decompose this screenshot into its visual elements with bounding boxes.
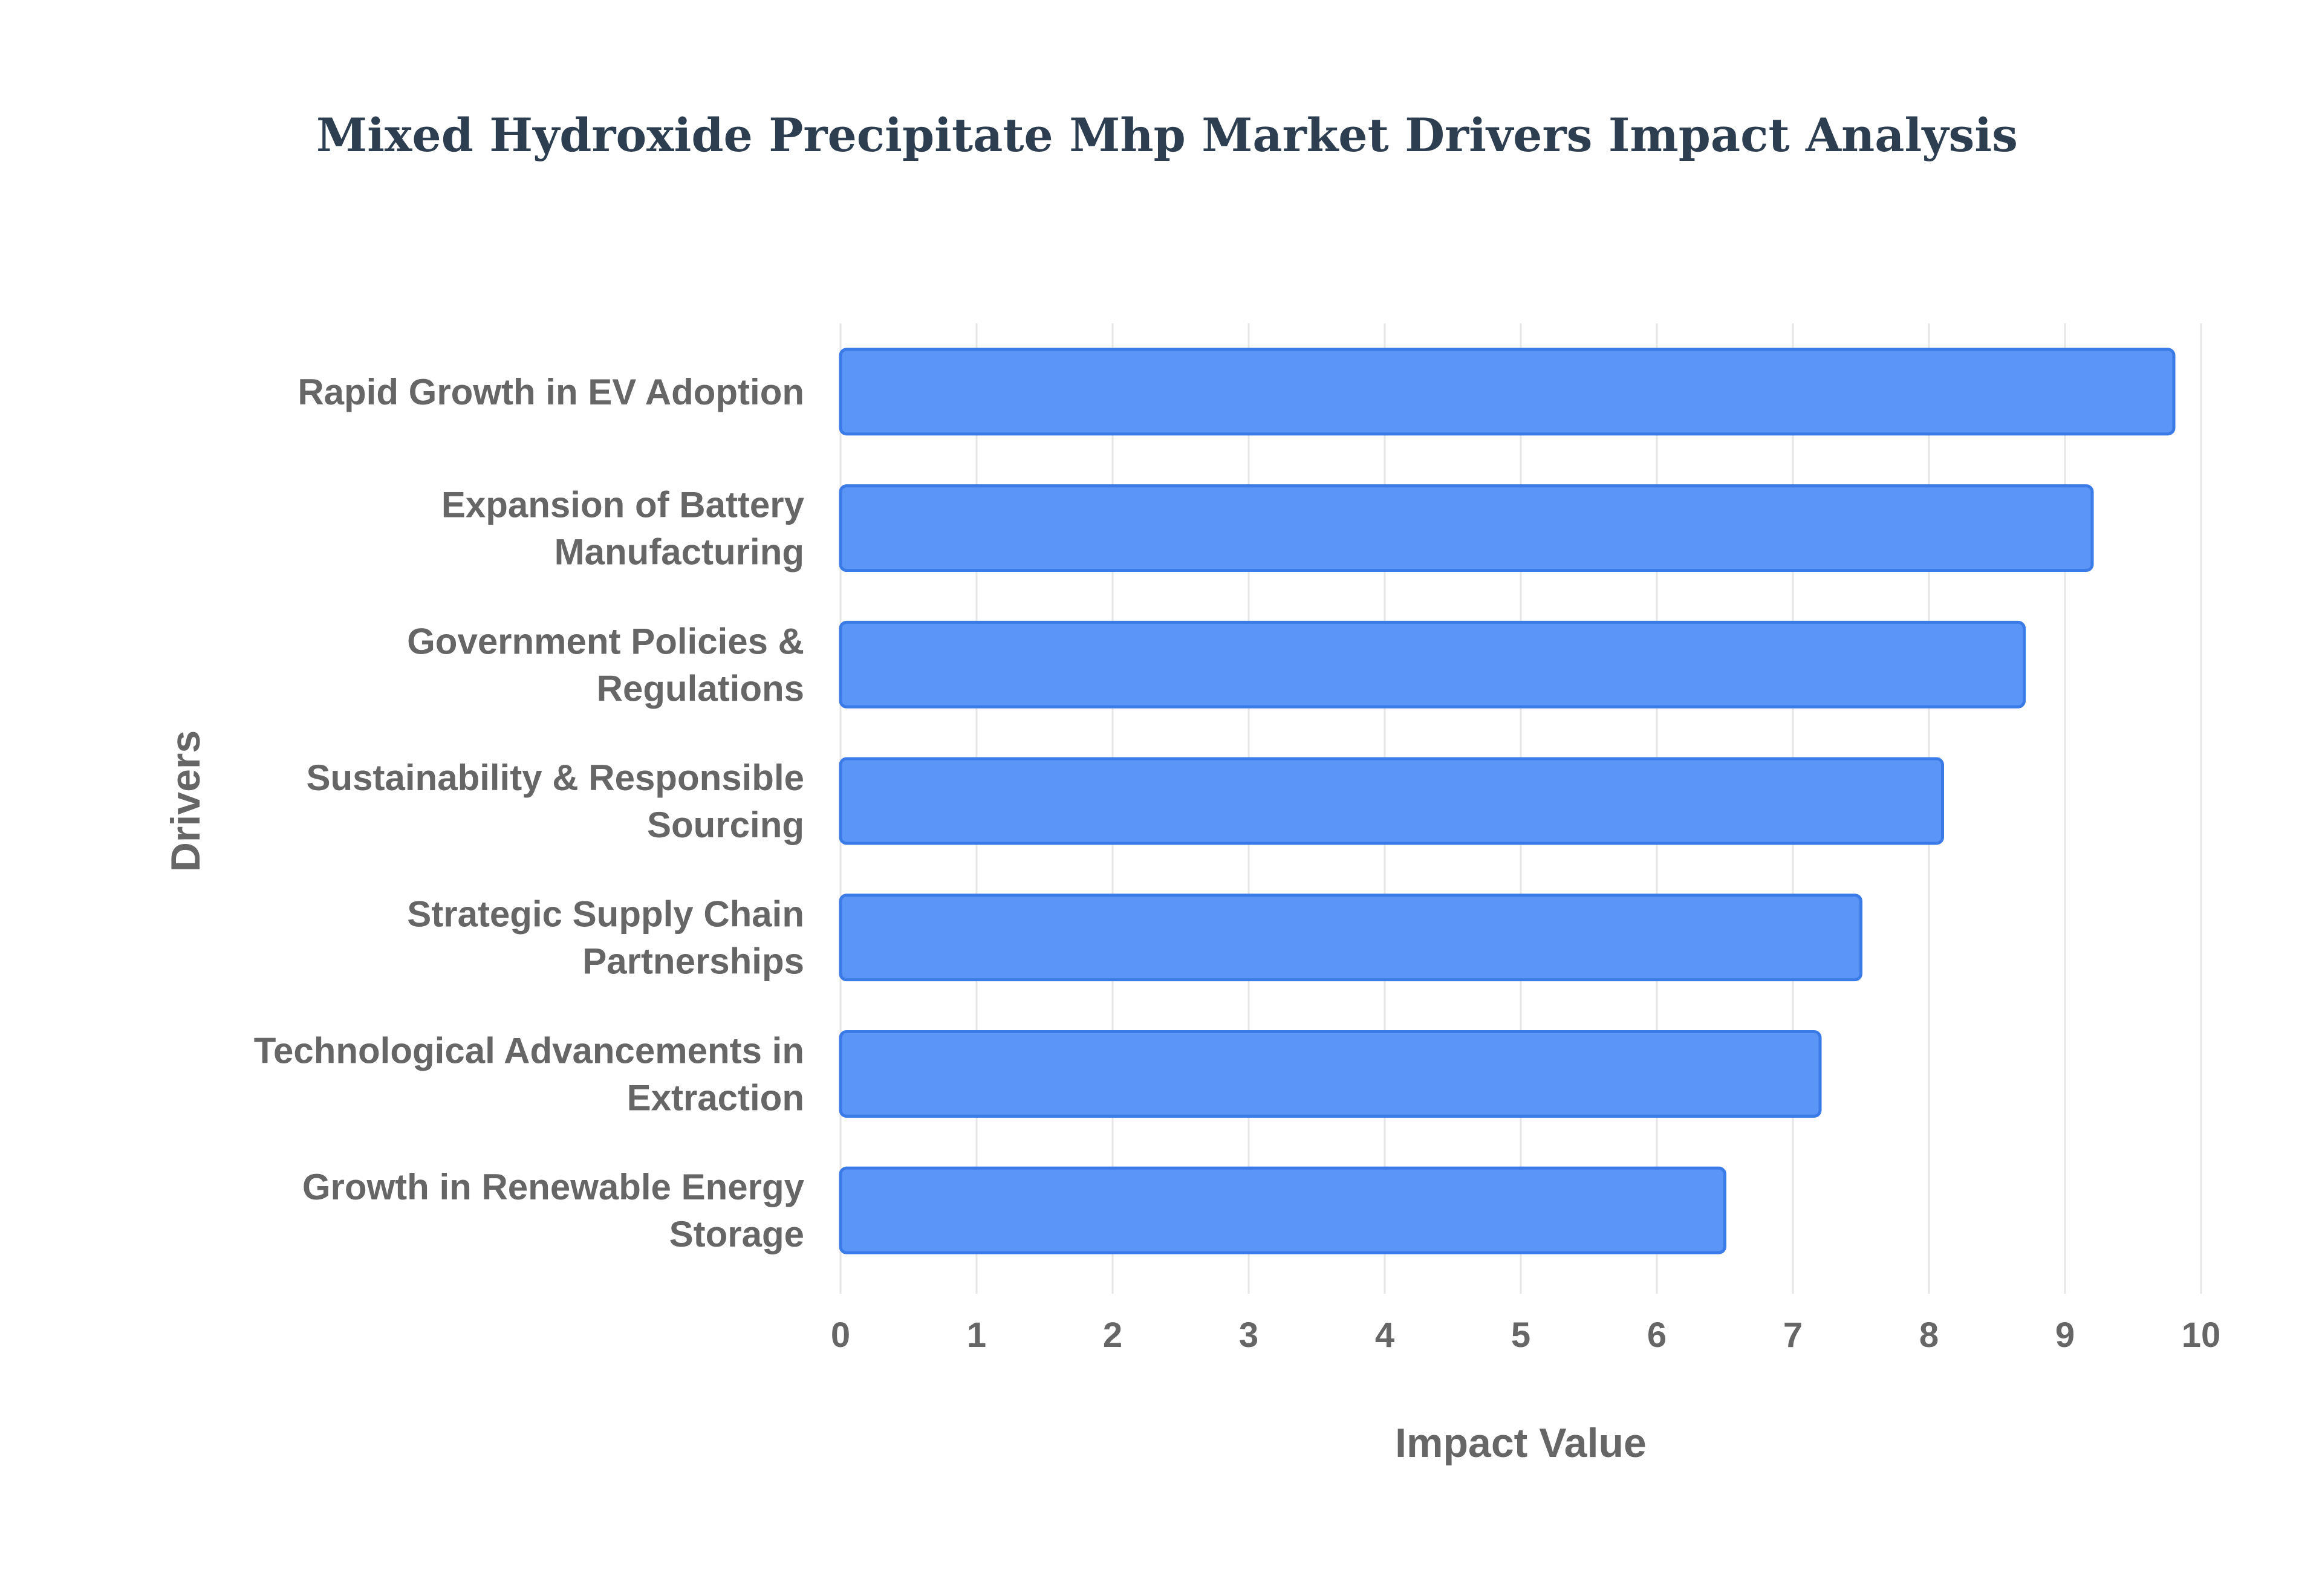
category-label: Strategic Supply Chain Partnerships xyxy=(407,894,804,982)
category-labels: Rapid Growth in EV Adoption Expansion of … xyxy=(254,372,805,1254)
x-tick-label: 6 xyxy=(1647,1315,1667,1355)
x-tick-label: 4 xyxy=(1375,1315,1394,1355)
x-tick-label: 7 xyxy=(1783,1315,1803,1355)
category-label-line: Technological Advancements in xyxy=(254,1030,804,1071)
category-label-line: Sustainability & Responsible xyxy=(306,757,804,798)
bar xyxy=(839,894,1862,982)
bar xyxy=(839,1166,1726,1254)
category-label-line: Strategic Supply Chain xyxy=(407,894,804,935)
x-tick-labels: 0 1 2 3 4 5 6 7 8 9 10 xyxy=(831,1315,2220,1355)
x-tick-label: 3 xyxy=(1239,1315,1258,1355)
category-label: Technological Advancements in Extraction xyxy=(254,1030,804,1118)
x-tick-label: 0 xyxy=(831,1315,850,1355)
y-axis-title: Drivers xyxy=(163,730,209,872)
bar xyxy=(839,620,2026,709)
bar xyxy=(839,1030,1822,1118)
category-label-line: Growth in Renewable Energy xyxy=(302,1167,805,1207)
category-label-line: Partnerships xyxy=(582,941,804,982)
x-tick-label: 8 xyxy=(1919,1315,1939,1355)
category-label-line: Regulations xyxy=(597,668,804,709)
category-label: Government Policies & Regulations xyxy=(407,621,804,709)
category-label-line: Storage xyxy=(669,1214,804,1254)
x-tick-label: 9 xyxy=(2055,1315,2075,1355)
bar-series xyxy=(839,348,2176,1254)
x-axis-title: Impact Value xyxy=(1395,1420,1647,1466)
bar xyxy=(839,348,2176,436)
category-label-line: Expansion of Battery xyxy=(441,485,805,525)
category-label-line: Manufacturing xyxy=(554,532,804,573)
category-label-line: Sourcing xyxy=(647,805,804,845)
category-label-line: Rapid Growth in EV Adoption xyxy=(298,372,804,412)
x-tick-label: 5 xyxy=(1511,1315,1530,1355)
x-tick-label: 1 xyxy=(967,1315,986,1355)
category-label-line: Government Policies & xyxy=(407,621,804,661)
category-label-line: Extraction xyxy=(627,1077,804,1118)
category-label: Expansion of Battery Manufacturing xyxy=(441,485,805,573)
category-label: Sustainability & Responsible Sourcing xyxy=(306,757,804,845)
x-tick-label: 2 xyxy=(1103,1315,1122,1355)
bar xyxy=(839,757,1944,845)
category-label: Rapid Growth in EV Adoption xyxy=(298,372,804,412)
category-label: Growth in Renewable Energy Storage xyxy=(302,1167,805,1254)
x-tick-label: 10 xyxy=(2182,1315,2221,1355)
bar xyxy=(839,484,2094,573)
chart-title: Mixed Hydroxide Precipitate Mhp Market D… xyxy=(316,108,2018,162)
